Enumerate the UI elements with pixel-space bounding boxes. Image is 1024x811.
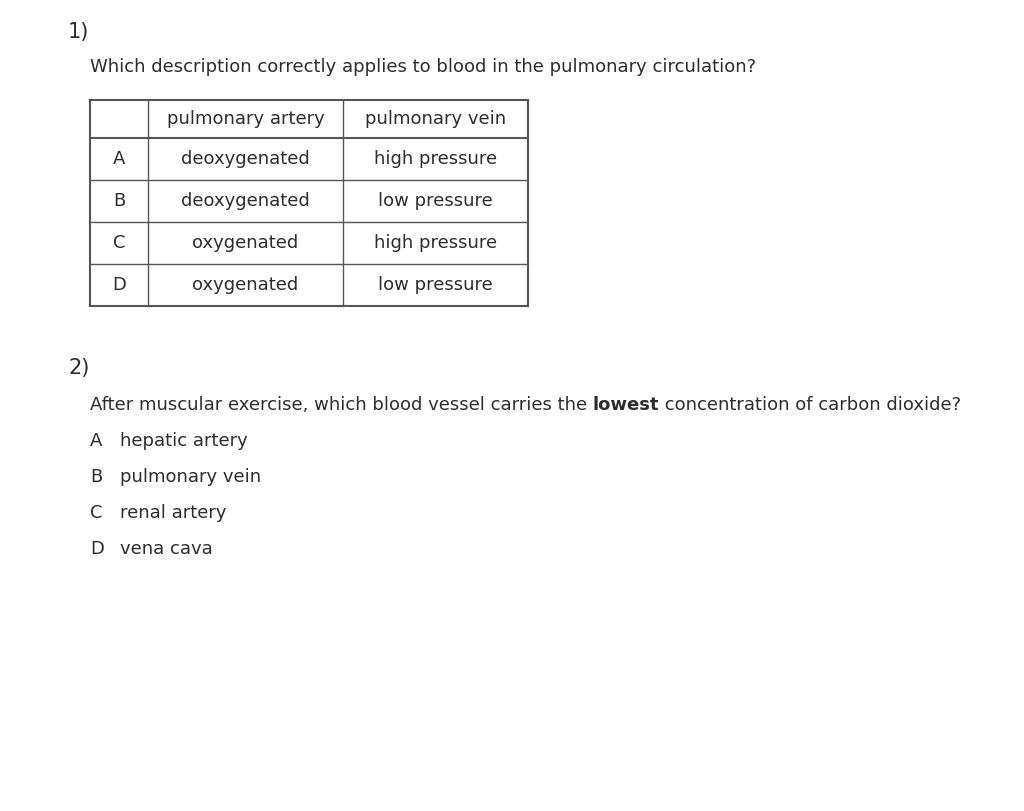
Text: A: A — [113, 150, 125, 168]
Text: high pressure: high pressure — [374, 234, 497, 252]
Text: oxygenated: oxygenated — [193, 234, 299, 252]
Text: 2): 2) — [68, 358, 89, 378]
Text: C: C — [90, 504, 102, 522]
Text: C: C — [113, 234, 125, 252]
Text: 1): 1) — [68, 22, 89, 42]
Text: vena cava: vena cava — [120, 540, 213, 558]
Text: Which description correctly applies to blood in the pulmonary circulation?: Which description correctly applies to b… — [90, 58, 756, 76]
Text: renal artery: renal artery — [120, 504, 226, 522]
Text: pulmonary artery: pulmonary artery — [167, 110, 325, 128]
Text: D: D — [90, 540, 103, 558]
Text: concentration of carbon dioxide?: concentration of carbon dioxide? — [659, 396, 962, 414]
Text: A: A — [90, 432, 102, 450]
Text: D: D — [112, 276, 126, 294]
Text: B: B — [90, 468, 102, 486]
Text: B: B — [113, 192, 125, 210]
Text: low pressure: low pressure — [378, 192, 493, 210]
Text: high pressure: high pressure — [374, 150, 497, 168]
Text: After muscular exercise, which blood vessel carries the: After muscular exercise, which blood ves… — [90, 396, 593, 414]
Text: pulmonary vein: pulmonary vein — [365, 110, 506, 128]
Text: oxygenated: oxygenated — [193, 276, 299, 294]
Text: pulmonary vein: pulmonary vein — [120, 468, 261, 486]
Text: low pressure: low pressure — [378, 276, 493, 294]
Text: hepatic artery: hepatic artery — [120, 432, 248, 450]
Text: deoxygenated: deoxygenated — [181, 192, 310, 210]
Text: deoxygenated: deoxygenated — [181, 150, 310, 168]
Text: lowest: lowest — [593, 396, 659, 414]
